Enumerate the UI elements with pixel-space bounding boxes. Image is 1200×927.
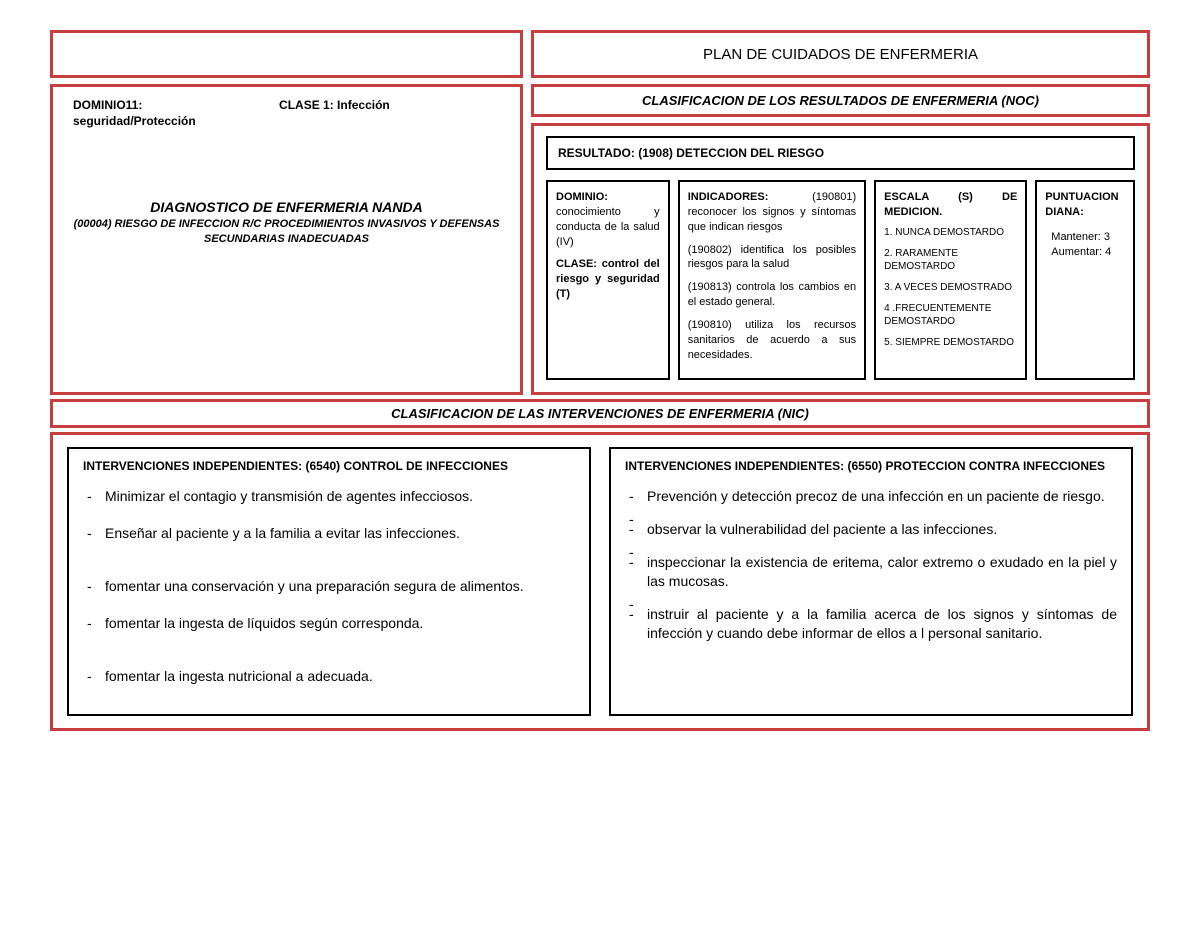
noc-clase-text: CLASE: control del riesgo y seguridad (T… xyxy=(556,258,660,300)
nic-header: CLASIFICACION DE LAS INTERVENCIONES DE E… xyxy=(50,399,1150,428)
list-item: inspeccionar la existencia de eritema, c… xyxy=(647,553,1117,591)
nanda-title: DIAGNOSTICO DE ENFERMERIA NANDA xyxy=(73,199,500,215)
escala-4: 4 .FRECUENTEMENTE DEMOSTARDO xyxy=(884,302,1017,328)
dominio-class-block: DOMINIO11: CLASE 1: Infección seguridad/… xyxy=(73,97,500,129)
list-item: Enseñar al paciente y a la familia a evi… xyxy=(105,524,575,543)
noc-body: RESULTADO: (1908) DETECCION DEL RIESGO D… xyxy=(531,123,1150,395)
noc-header: CLASIFICACION DE LOS RESULTADOS DE ENFER… xyxy=(531,84,1150,117)
plan-title-box: PLAN DE CUIDADOS DE ENFERMERIA xyxy=(531,30,1150,78)
clase-label: CLASE 1: Infección xyxy=(279,98,390,112)
list-item: Minimizar el contagio y transmisión de a… xyxy=(105,487,575,506)
indicador-4: (190810) utiliza los recursos sanitarios… xyxy=(688,318,856,363)
list-item: fomentar la ingesta nutricional a adecua… xyxy=(105,667,575,686)
top-row: PLAN DE CUIDADOS DE ENFERMERIA xyxy=(50,30,1150,78)
indicadores-hdr: INDICADORES: xyxy=(688,191,769,203)
list-item xyxy=(647,595,1117,601)
nic-right-col: INTERVENCIONES INDEPENDIENTES: (6550) PR… xyxy=(609,447,1133,715)
nic-body: INTERVENCIONES INDEPENDIENTES: (6540) CO… xyxy=(50,432,1150,730)
list-item: fomentar la ingesta de líquidos según co… xyxy=(105,614,575,633)
diana-hdr: PUNTUACION DIANA: xyxy=(1045,190,1125,220)
diana-mantener: Mantener: 3 xyxy=(1051,230,1125,245)
indicador-3: (190813) controla los cambios en el esta… xyxy=(688,280,856,310)
escala-2: 2. RARAMENTE DEMOSTARDO xyxy=(884,247,1017,273)
noc-panel: CLASIFICACION DE LOS RESULTADOS DE ENFER… xyxy=(531,84,1150,395)
resultado-text: RESULTADO: (1908) DETECCION DEL RIESGO xyxy=(558,146,824,160)
list-item: instruir al paciente y a la familia acer… xyxy=(647,605,1117,643)
nanda-panel: DOMINIO11: CLASE 1: Infección seguridad/… xyxy=(50,84,523,395)
dominio-label: DOMINIO11: xyxy=(73,98,142,112)
nic-right-title: INTERVENCIONES INDEPENDIENTES: (6550) PR… xyxy=(625,459,1117,473)
list-item: observar la vulnerabilidad del paciente … xyxy=(647,520,1117,539)
noc-col-escala: ESCALA (S) DE MEDICION. 1. NUNCA DEMOSTA… xyxy=(874,180,1027,380)
noc-header-text: CLASIFICACION DE LOS RESULTADOS DE ENFER… xyxy=(642,93,1039,108)
plan-title: PLAN DE CUIDADOS DE ENFERMERIA xyxy=(703,46,978,63)
escala-1: 1. NUNCA DEMOSTARDO xyxy=(884,226,1017,239)
nic-header-text: CLASIFICACION DE LAS INTERVENCIONES DE E… xyxy=(391,406,809,421)
nic-left-col: INTERVENCIONES INDEPENDIENTES: (6540) CO… xyxy=(67,447,591,715)
nic-left-list: Minimizar el contagio y transmisión de a… xyxy=(83,487,575,685)
noc-dominio-text: conocimiento y conducta de la salud (IV) xyxy=(556,206,660,248)
noc-columns: DOMINIO: conocimiento y conducta de la s… xyxy=(546,180,1135,380)
escala-list: 1. NUNCA DEMOSTARDO 2. RARAMENTE DEMOSTA… xyxy=(884,226,1017,349)
nic-left-title: INTERVENCIONES INDEPENDIENTES: (6540) CO… xyxy=(83,459,575,473)
mid-row: DOMINIO11: CLASE 1: Infección seguridad/… xyxy=(50,84,1150,395)
nanda-block: DIAGNOSTICO DE ENFERMERIA NANDA (00004) … xyxy=(73,199,500,246)
nanda-subtitle: (00004) RIESGO DE INFECCION R/C PROCEDIM… xyxy=(73,217,500,246)
list-item: Prevención y detección precoz de una inf… xyxy=(647,487,1117,506)
escala-hdr: ESCALA (S) DE MEDICION. xyxy=(884,190,1017,220)
escala-5: 5. SIEMPRE DEMOSTARDO xyxy=(884,336,1017,349)
indicador-2: (190802) identifica los posibles riesgos… xyxy=(688,243,856,273)
list-item xyxy=(647,510,1117,516)
noc-col-indicadores: INDICADORES: (190801) reconocer los sign… xyxy=(678,180,866,380)
escala-3: 3. A VECES DEMOSTRADO xyxy=(884,281,1017,294)
diana-aumentar: Aumentar: 4 xyxy=(1051,245,1125,260)
dominio-line2: seguridad/Protección xyxy=(73,113,500,129)
list-item xyxy=(647,543,1117,549)
noc-col-diana: PUNTUACION DIANA: Mantener: 3 Aumentar: … xyxy=(1035,180,1135,380)
noc-dominio-hdr: DOMINIO: xyxy=(556,191,608,203)
top-left-empty-box xyxy=(50,30,523,78)
resultado-box: RESULTADO: (1908) DETECCION DEL RIESGO xyxy=(546,136,1135,170)
nic-right-list: Prevención y detección precoz de una inf… xyxy=(625,487,1117,642)
list-item: fomentar una conservación y una preparac… xyxy=(105,577,575,596)
noc-col-dominio: DOMINIO: conocimiento y conducta de la s… xyxy=(546,180,670,380)
